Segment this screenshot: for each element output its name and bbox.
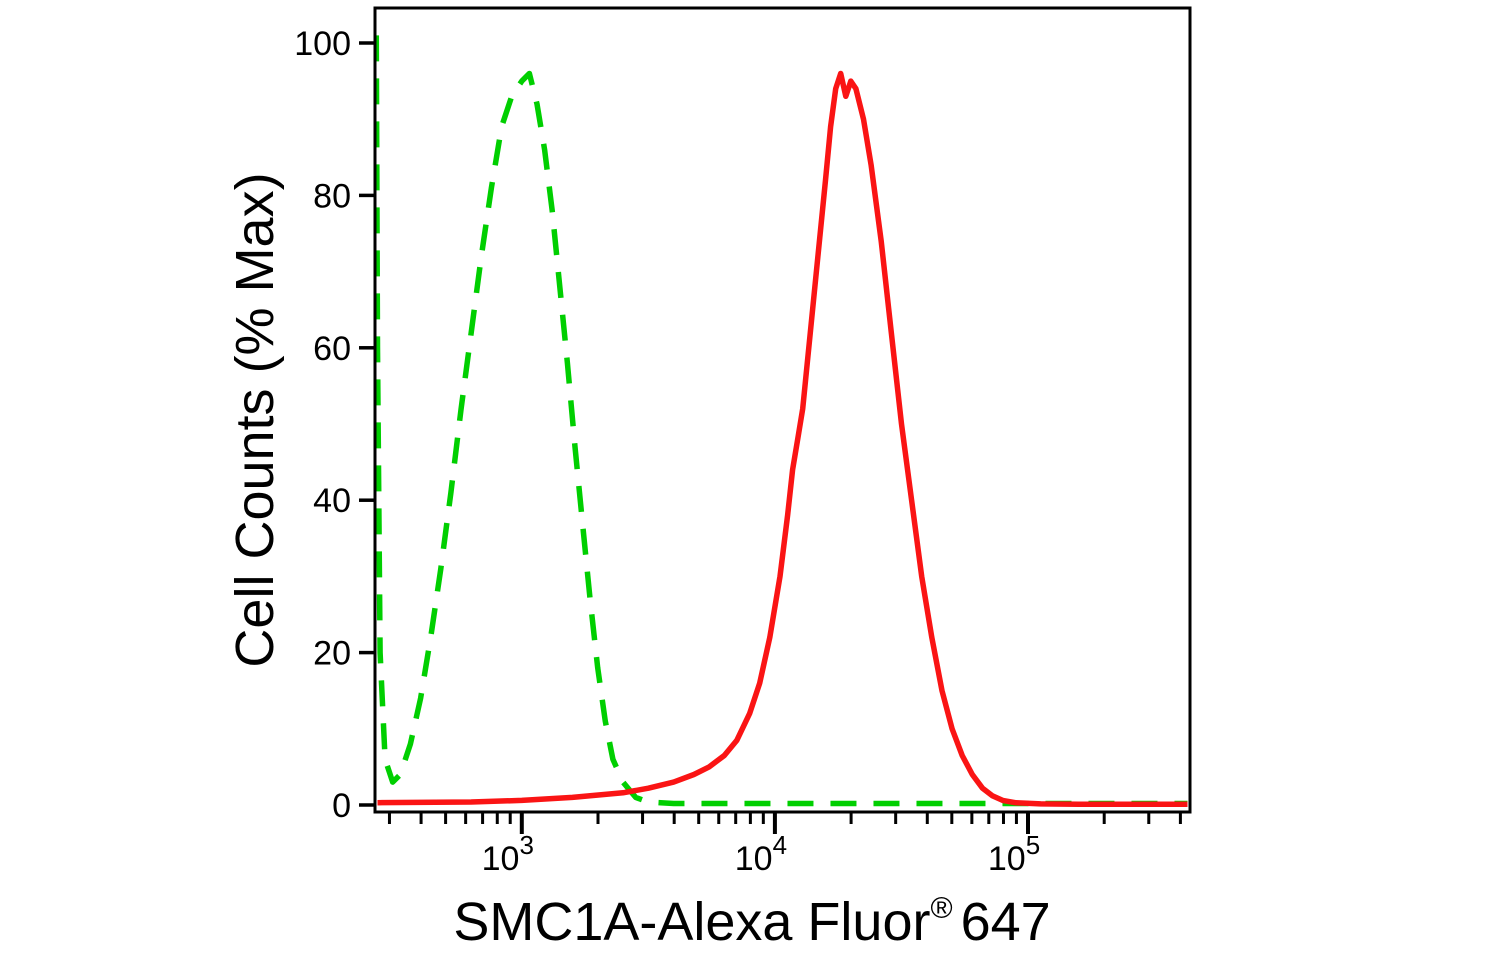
axis-box <box>373 6 1192 814</box>
y-tick-label: 40 <box>313 482 351 520</box>
x-axis-title-text: SMC1A-Alexa Fluor <box>453 892 931 952</box>
axis-tick-labels: 103 104 105 0 20 40 60 80 100 <box>294 25 1040 878</box>
y-tick-label: 0 <box>332 787 351 825</box>
axis-ticks <box>359 41 1182 834</box>
registered-trademark-symbol: ® <box>930 892 953 925</box>
x-axis-title: SMC1A-Alexa Fluor® 647 <box>453 891 1050 953</box>
y-axis-title: Cell Counts (% Max) <box>225 172 285 668</box>
plot-area <box>375 35 1188 807</box>
y-tick-label: 20 <box>313 635 351 673</box>
x-axis-title-suffix: 647 <box>960 892 1051 952</box>
y-tick-label: 60 <box>313 330 351 368</box>
x-tick-label: 103 <box>482 830 534 878</box>
x-tick-label: 105 <box>988 830 1040 878</box>
y-tick-label: 100 <box>294 25 351 63</box>
series-green-dashed-control <box>375 35 1188 807</box>
x-tick-label: 104 <box>735 830 787 878</box>
series-red-solid-smc1a <box>377 70 1188 807</box>
y-tick-label: 80 <box>313 177 351 215</box>
